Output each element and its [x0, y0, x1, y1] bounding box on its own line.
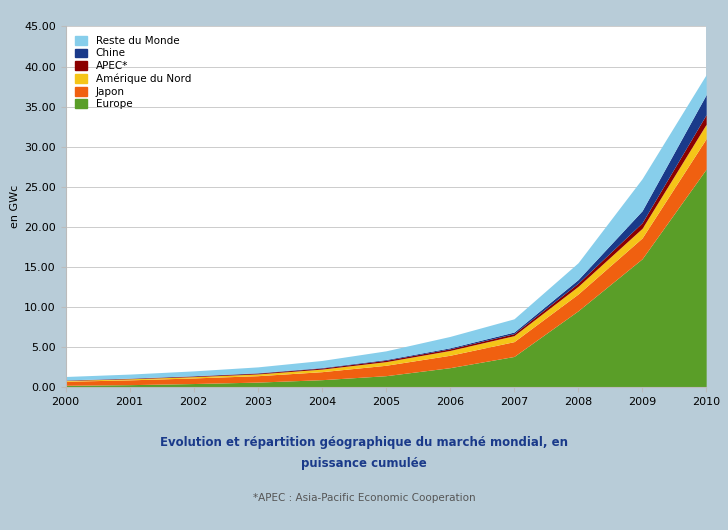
- Text: Evolution et répartition géographique du marché mondial, en: Evolution et répartition géographique du…: [160, 436, 568, 449]
- Text: puissance cumulée: puissance cumulée: [301, 457, 427, 470]
- Text: *APEC : Asia-Pacific Economic Cooperation: *APEC : Asia-Pacific Economic Cooperatio…: [253, 493, 475, 503]
- Y-axis label: en GWc: en GWc: [10, 185, 20, 228]
- Legend: Reste du Monde, Chine, APEC*, Amérique du Nord, Japon, Europe: Reste du Monde, Chine, APEC*, Amérique d…: [71, 32, 195, 113]
